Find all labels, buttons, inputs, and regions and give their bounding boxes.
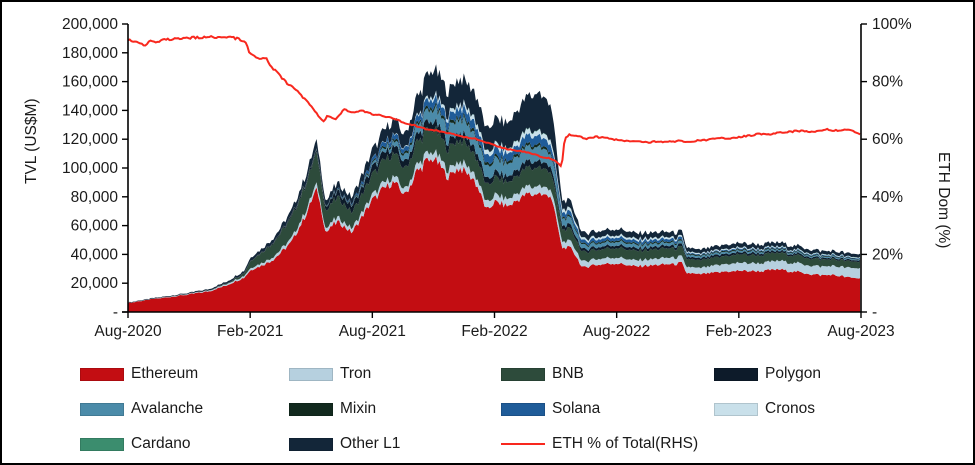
x-tick-label: Aug-2021 [339,323,406,340]
left-tick-label: 160,000 [62,74,118,91]
right-tick-label: 100% [872,16,912,33]
legend-item-mixin: Mixin [289,399,376,419]
legend-item-solana: Solana [501,399,600,419]
left-tick-label: 140,000 [62,102,118,119]
legend-label: BNB [552,365,584,382]
legend-label: Mixin [340,400,377,417]
legend-color-swatch [501,367,545,381]
left-tick-label: 100,000 [62,160,118,177]
legend-item-avalanche: Avalanche [80,399,203,419]
left-tick-label: 200,000 [62,16,118,33]
right-axis-title: ETH Dom (%) [935,152,952,249]
legend-color-swatch [501,402,545,416]
x-tick-label: Feb-2023 [706,323,772,340]
legend-label: Polygon [765,365,822,382]
legend-item-polygon: Polygon [714,364,821,384]
area-ethereum [128,156,861,312]
legend-item-ethereum: Ethereum [80,364,198,384]
legend-item-cardano: Cardano [80,434,190,454]
left-tick-label: 120,000 [62,131,118,148]
legend-color-swatch [80,402,124,416]
legend-item-bnb: BNB [501,364,584,384]
legend-label: ETH % of Total(RHS) [552,435,699,452]
x-tick-label: Aug-2023 [827,323,894,340]
legend-item-cronos: Cronos [714,399,815,419]
x-tick-label: Feb-2021 [217,323,283,340]
legend-label: Tron [340,365,372,382]
legend-color-swatch [289,367,333,381]
legend-item-eth-of-total-rhs-: ETH % of Total(RHS) [501,434,698,454]
legend-color-swatch [714,367,758,381]
right-tick-label: - [872,304,877,321]
legend-color-swatch [289,437,333,451]
left-tick-label: 60,000 [71,218,119,235]
legend-label: Other L1 [340,435,401,452]
x-tick-label: Aug-2022 [583,323,650,340]
legend-label: Ethereum [131,365,199,382]
x-tick-label: Feb-2022 [461,323,527,340]
legend-label: Solana [552,400,601,417]
right-tick-label: 80% [872,74,903,91]
left-axis-title: TVL (US$M) [23,98,40,184]
legend-line-swatch [501,443,545,445]
right-tick-label: 20% [872,246,903,263]
legend-color-swatch [80,437,124,451]
legend-label: Cardano [131,435,191,452]
right-tick-label: 40% [872,189,903,206]
left-tick-label: 40,000 [71,246,119,263]
eth-dominance-line [127,34,861,168]
x-tick-label: Aug-2020 [94,323,162,340]
left-tick-label: 80,000 [71,189,119,206]
left-tick-label: 180,000 [62,45,118,62]
legend-label: Cronos [765,400,815,417]
chart-legend: Ethereum Tron BNB Polygon Avalanche Mixin Sola… [2,358,973,458]
left-tick-label: - [113,304,118,321]
legend-color-swatch [714,402,758,416]
legend-label: Avalanche [131,400,204,417]
right-tick-label: 60% [872,131,903,148]
left-tick-label: 20,000 [71,275,119,292]
legend-item-other-l1: Other L1 [289,434,400,454]
legend-color-swatch [80,367,124,381]
area-bnb [128,125,861,304]
legend-item-tron: Tron [289,364,371,384]
legend-color-swatch [289,402,333,416]
